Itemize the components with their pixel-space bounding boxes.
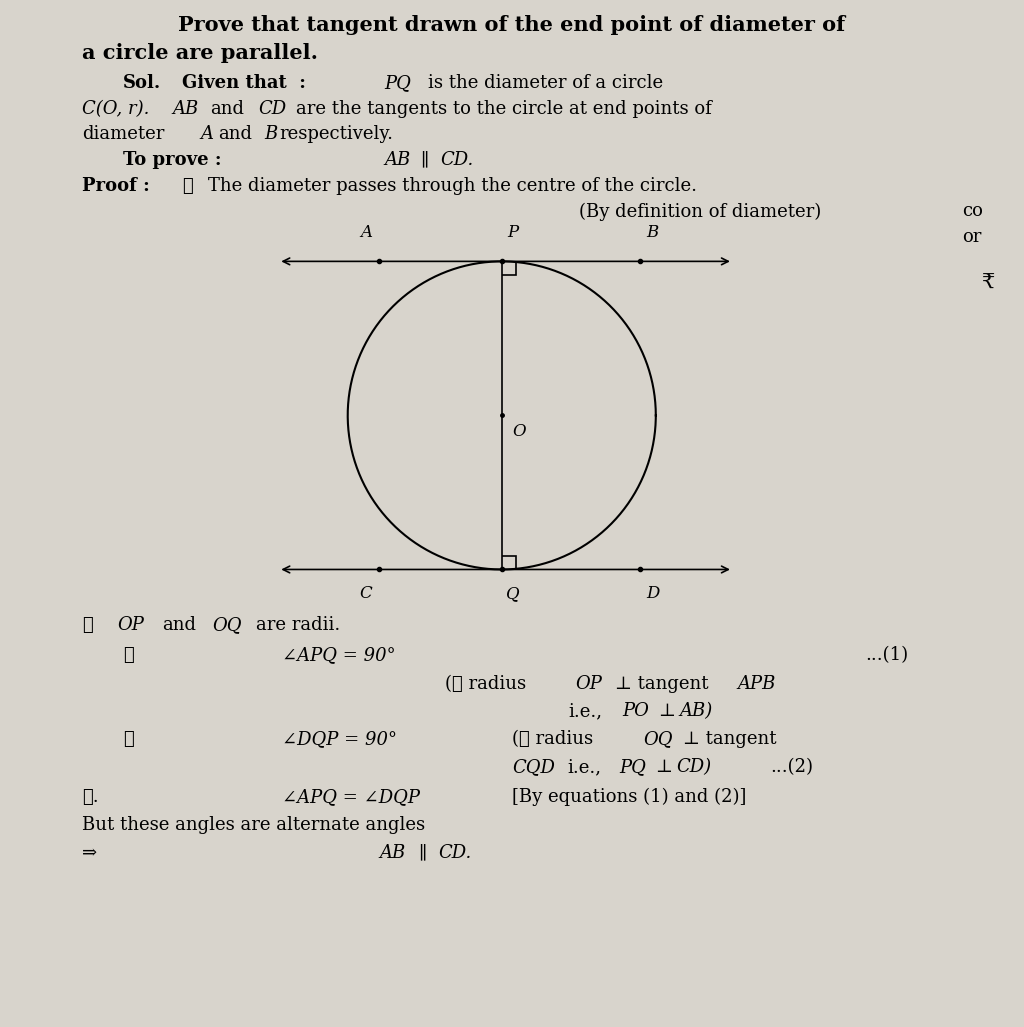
Text: OQ: OQ: [643, 730, 673, 749]
Text: PQ: PQ: [620, 758, 646, 776]
Text: co: co: [963, 202, 983, 221]
Text: Given that  :: Given that :: [182, 74, 306, 92]
Text: PQ: PQ: [384, 74, 411, 92]
Text: AB): AB): [679, 702, 712, 721]
Text: ⊥ tangent: ⊥ tangent: [615, 675, 709, 693]
Text: OP: OP: [575, 675, 602, 693]
Text: ⇒: ⇒: [82, 844, 97, 863]
Text: ⊥: ⊥: [658, 702, 675, 721]
Text: i.e.,: i.e.,: [568, 702, 602, 721]
Text: (By definition of diameter): (By definition of diameter): [579, 202, 821, 221]
Text: ∠APQ = ∠DQP: ∠APQ = ∠DQP: [282, 788, 420, 806]
Text: C(O, r).: C(O, r).: [82, 100, 150, 118]
Text: ∠DQP = 90°: ∠DQP = 90°: [282, 730, 396, 749]
Text: ∥: ∥: [418, 844, 426, 863]
Text: [By equations (1) and (2)]: [By equations (1) and (2)]: [512, 788, 746, 806]
Text: A: A: [201, 125, 214, 144]
Text: ₹: ₹: [981, 274, 994, 294]
Text: ∴.: ∴.: [82, 788, 98, 806]
Text: O: O: [513, 423, 526, 441]
Text: AB: AB: [384, 151, 411, 169]
Text: i.e.,: i.e.,: [567, 758, 601, 776]
Text: PO: PO: [623, 702, 649, 721]
Text: or: or: [963, 228, 982, 246]
Text: D: D: [646, 585, 659, 602]
Text: ∠APQ = 90°: ∠APQ = 90°: [282, 646, 395, 664]
Text: But these angles are alternate angles: But these angles are alternate angles: [82, 816, 425, 835]
Text: a circle are parallel.: a circle are parallel.: [82, 43, 317, 63]
Text: ∥: ∥: [420, 151, 428, 169]
Text: ∴: ∴: [182, 177, 193, 195]
Text: and: and: [162, 616, 196, 635]
Text: ...(1): ...(1): [865, 646, 908, 664]
Text: P: P: [507, 224, 518, 241]
Text: CD.: CD.: [440, 151, 473, 169]
Text: are radii.: are radii.: [256, 616, 340, 635]
Text: APB: APB: [737, 675, 775, 693]
Text: and: and: [210, 100, 244, 118]
Text: The diameter passes through the centre of the circle.: The diameter passes through the centre o…: [208, 177, 697, 195]
Text: To prove :: To prove :: [123, 151, 221, 169]
Text: A: A: [360, 224, 372, 241]
Text: OP: OP: [118, 616, 144, 635]
Text: OQ: OQ: [212, 616, 242, 635]
Text: C: C: [359, 585, 373, 602]
Text: CQD: CQD: [512, 758, 555, 776]
Text: diameter: diameter: [82, 125, 164, 144]
Text: ∴: ∴: [82, 616, 92, 635]
Text: CD.: CD.: [438, 844, 471, 863]
Text: respectively.: respectively.: [280, 125, 393, 144]
Text: CD): CD): [676, 758, 711, 776]
Text: AB: AB: [379, 844, 406, 863]
Text: Proof :: Proof :: [82, 177, 150, 195]
Text: ∴: ∴: [123, 730, 133, 749]
Text: are the tangents to the circle at end points of: are the tangents to the circle at end po…: [296, 100, 712, 118]
Text: (∴ radius: (∴ radius: [512, 730, 593, 749]
Text: ∴: ∴: [123, 646, 133, 664]
Text: Q: Q: [506, 585, 519, 602]
Text: Sol.: Sol.: [123, 74, 161, 92]
Text: Prove that tangent drawn of the end point of diameter of: Prove that tangent drawn of the end poin…: [178, 15, 846, 35]
Text: ...(2): ...(2): [770, 758, 813, 776]
Text: B: B: [264, 125, 278, 144]
Text: AB: AB: [172, 100, 199, 118]
Text: is the diameter of a circle: is the diameter of a circle: [428, 74, 664, 92]
Text: ⊥ tangent: ⊥ tangent: [683, 730, 776, 749]
Text: B: B: [646, 224, 658, 241]
Text: and: and: [218, 125, 252, 144]
Text: CD: CD: [258, 100, 286, 118]
Text: ⊥: ⊥: [655, 758, 672, 776]
Text: (∴ radius: (∴ radius: [445, 675, 526, 693]
